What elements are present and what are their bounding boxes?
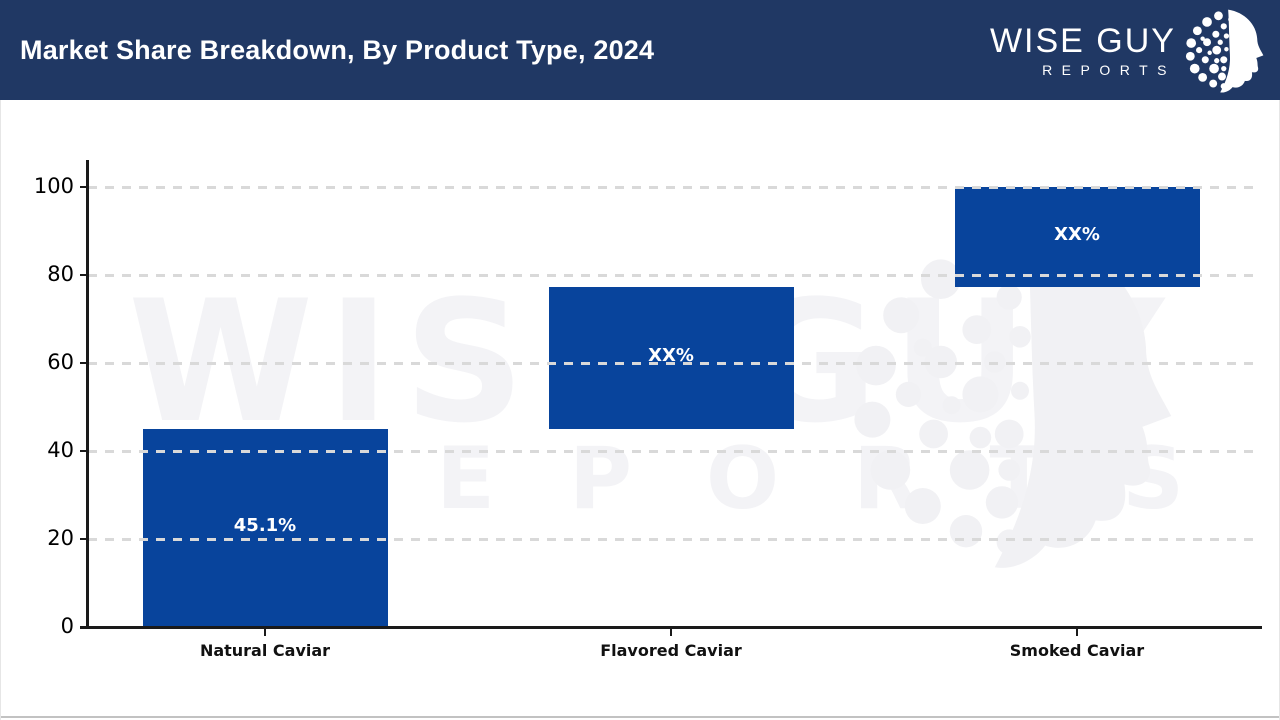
- logo-text: WISE GUY REPORTS: [989, 22, 1176, 78]
- x-category-label: Flavored Caviar: [600, 641, 742, 660]
- gridline-y100: [88, 185, 1254, 189]
- x-tick-mark: [1076, 628, 1078, 636]
- y-tick-label: 60: [47, 350, 74, 374]
- y-tick-label: 80: [47, 262, 74, 286]
- logo-wordmark: WISE GUY: [989, 22, 1176, 61]
- bar-value-label: XX%: [1054, 223, 1100, 245]
- y-tick-label: 40: [47, 438, 74, 462]
- x-axis-spine: [80, 626, 1262, 629]
- footer-divider: [0, 716, 1280, 718]
- x-tick-mark: [670, 628, 672, 636]
- gridline-y80: [88, 273, 1254, 277]
- gridline-y20: [88, 537, 1254, 541]
- bar-value-label: 45.1%: [233, 514, 297, 536]
- x-category-label: Smoked Caviar: [1009, 641, 1145, 660]
- header-banner: Market Share Breakdown, By Product Type,…: [0, 0, 1280, 100]
- logo-subtitle: REPORTS: [1042, 61, 1176, 78]
- bar-value-label: XX%: [648, 344, 694, 366]
- y-tick-label: 100: [33, 174, 74, 198]
- left-edge-divider: [0, 100, 1, 720]
- x-category-label: Natural Caviar: [199, 641, 331, 660]
- y-tick-mark: [80, 186, 88, 188]
- page-title: Market Share Breakdown, By Product Type,…: [20, 34, 655, 65]
- y-tick-mark: [80, 538, 88, 540]
- y-axis-spine: [86, 160, 89, 629]
- y-tick-mark: [80, 450, 88, 452]
- y-tick-mark: [80, 362, 88, 364]
- bar-flavored-caviar: [548, 286, 794, 429]
- gridline-y40: [88, 449, 1254, 453]
- y-tick-label: 20: [47, 526, 74, 550]
- y-tick-label: 0: [60, 614, 74, 638]
- y-tick-mark: [80, 274, 88, 276]
- brand-logo: WISE GUY REPORTS: [990, 6, 1266, 96]
- x-tick-mark: [264, 628, 266, 636]
- bar-natural-caviar: [142, 428, 388, 627]
- gridline-y60: [88, 361, 1254, 365]
